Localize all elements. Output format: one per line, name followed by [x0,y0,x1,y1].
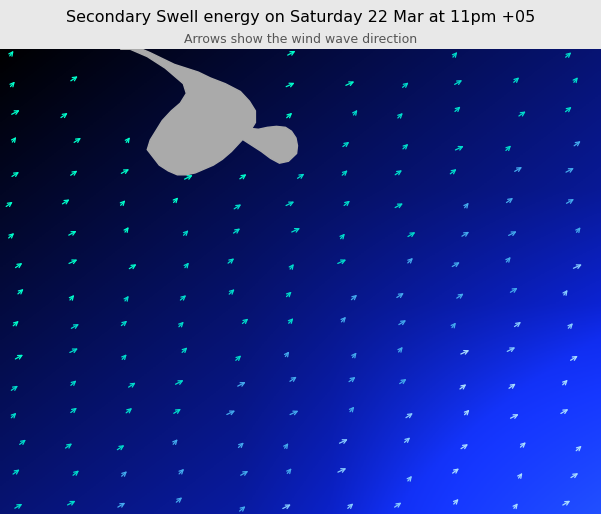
Text: Arrows show the wind wave direction: Arrows show the wind wave direction [184,32,417,46]
Text: Secondary Swell energy on Saturday 22 Mar at 11pm +05: Secondary Swell energy on Saturday 22 Ma… [66,10,535,25]
Polygon shape [230,126,297,163]
Polygon shape [120,49,255,175]
Polygon shape [219,136,228,142]
